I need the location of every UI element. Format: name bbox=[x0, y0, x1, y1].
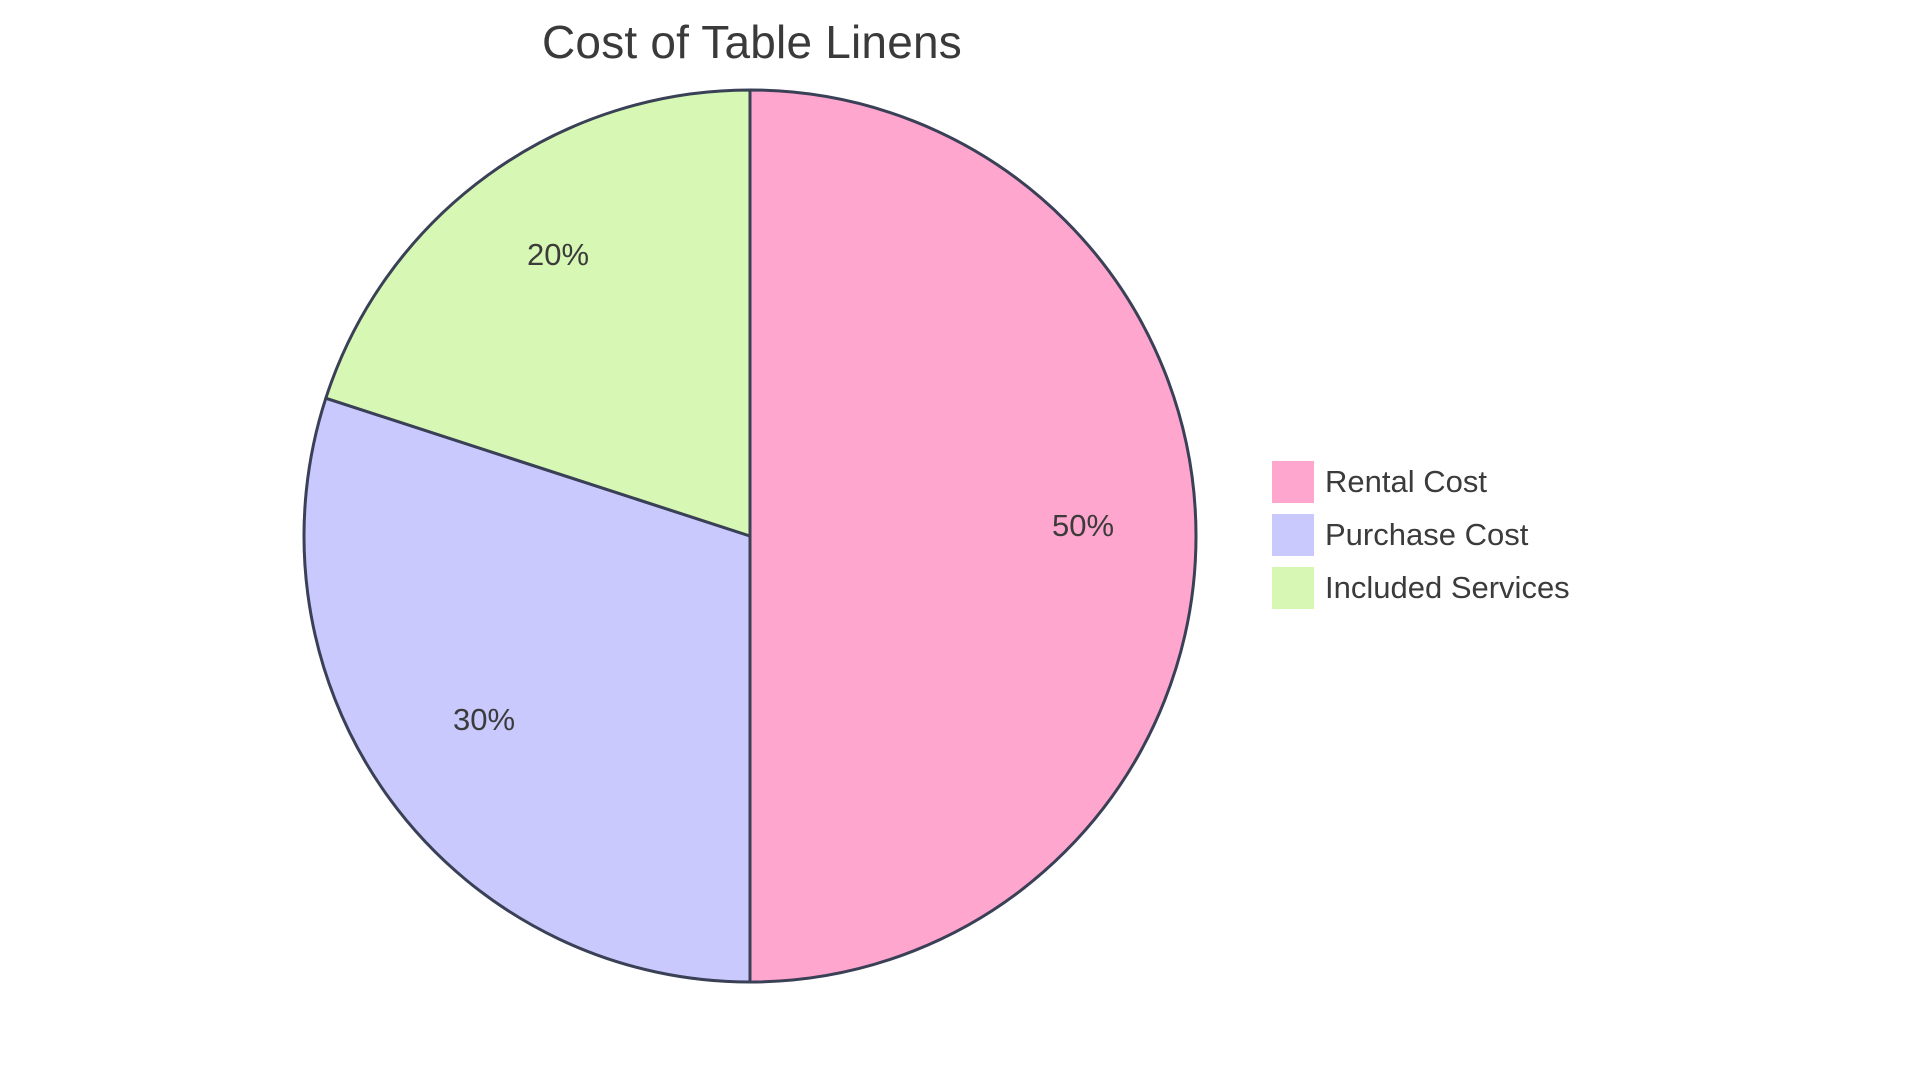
pie-slice-purchase-cost[interactable] bbox=[302, 396, 752, 984]
page-title: Cost of Table Linens bbox=[542, 16, 962, 68]
legend-label-rental-cost: Rental Cost bbox=[1325, 464, 1487, 499]
legend-item-rental-cost[interactable]: Rental Cost bbox=[1272, 455, 1692, 508]
legend-swatch-rental-cost bbox=[1272, 460, 1314, 503]
pie-slices-group bbox=[302, 88, 1198, 984]
legend-swatch-included-services bbox=[1272, 566, 1314, 609]
chart-legend: Rental Cost Purchase Cost Included Servi… bbox=[1272, 455, 1692, 614]
legend-item-purchase-cost[interactable]: Purchase Cost bbox=[1272, 508, 1692, 561]
legend-label-purchase-cost: Purchase Cost bbox=[1325, 517, 1529, 552]
legend-label-included-services: Included Services bbox=[1325, 570, 1570, 605]
pie-slice-included-services[interactable] bbox=[324, 88, 752, 538]
legend-swatch-purchase-cost bbox=[1272, 513, 1314, 556]
pie-slice-rental-cost[interactable] bbox=[748, 88, 1198, 984]
pie-slice-value-label-included-services: 20% bbox=[527, 237, 589, 272]
pie-slice-value-label-rental-cost: 50% bbox=[1052, 508, 1114, 543]
legend-item-included-services[interactable]: Included Services bbox=[1272, 561, 1692, 614]
pie-slice-value-label-purchase-cost: 30% bbox=[453, 702, 515, 737]
pie-slice-labels-group: 50% 30% 20% bbox=[453, 237, 1114, 737]
